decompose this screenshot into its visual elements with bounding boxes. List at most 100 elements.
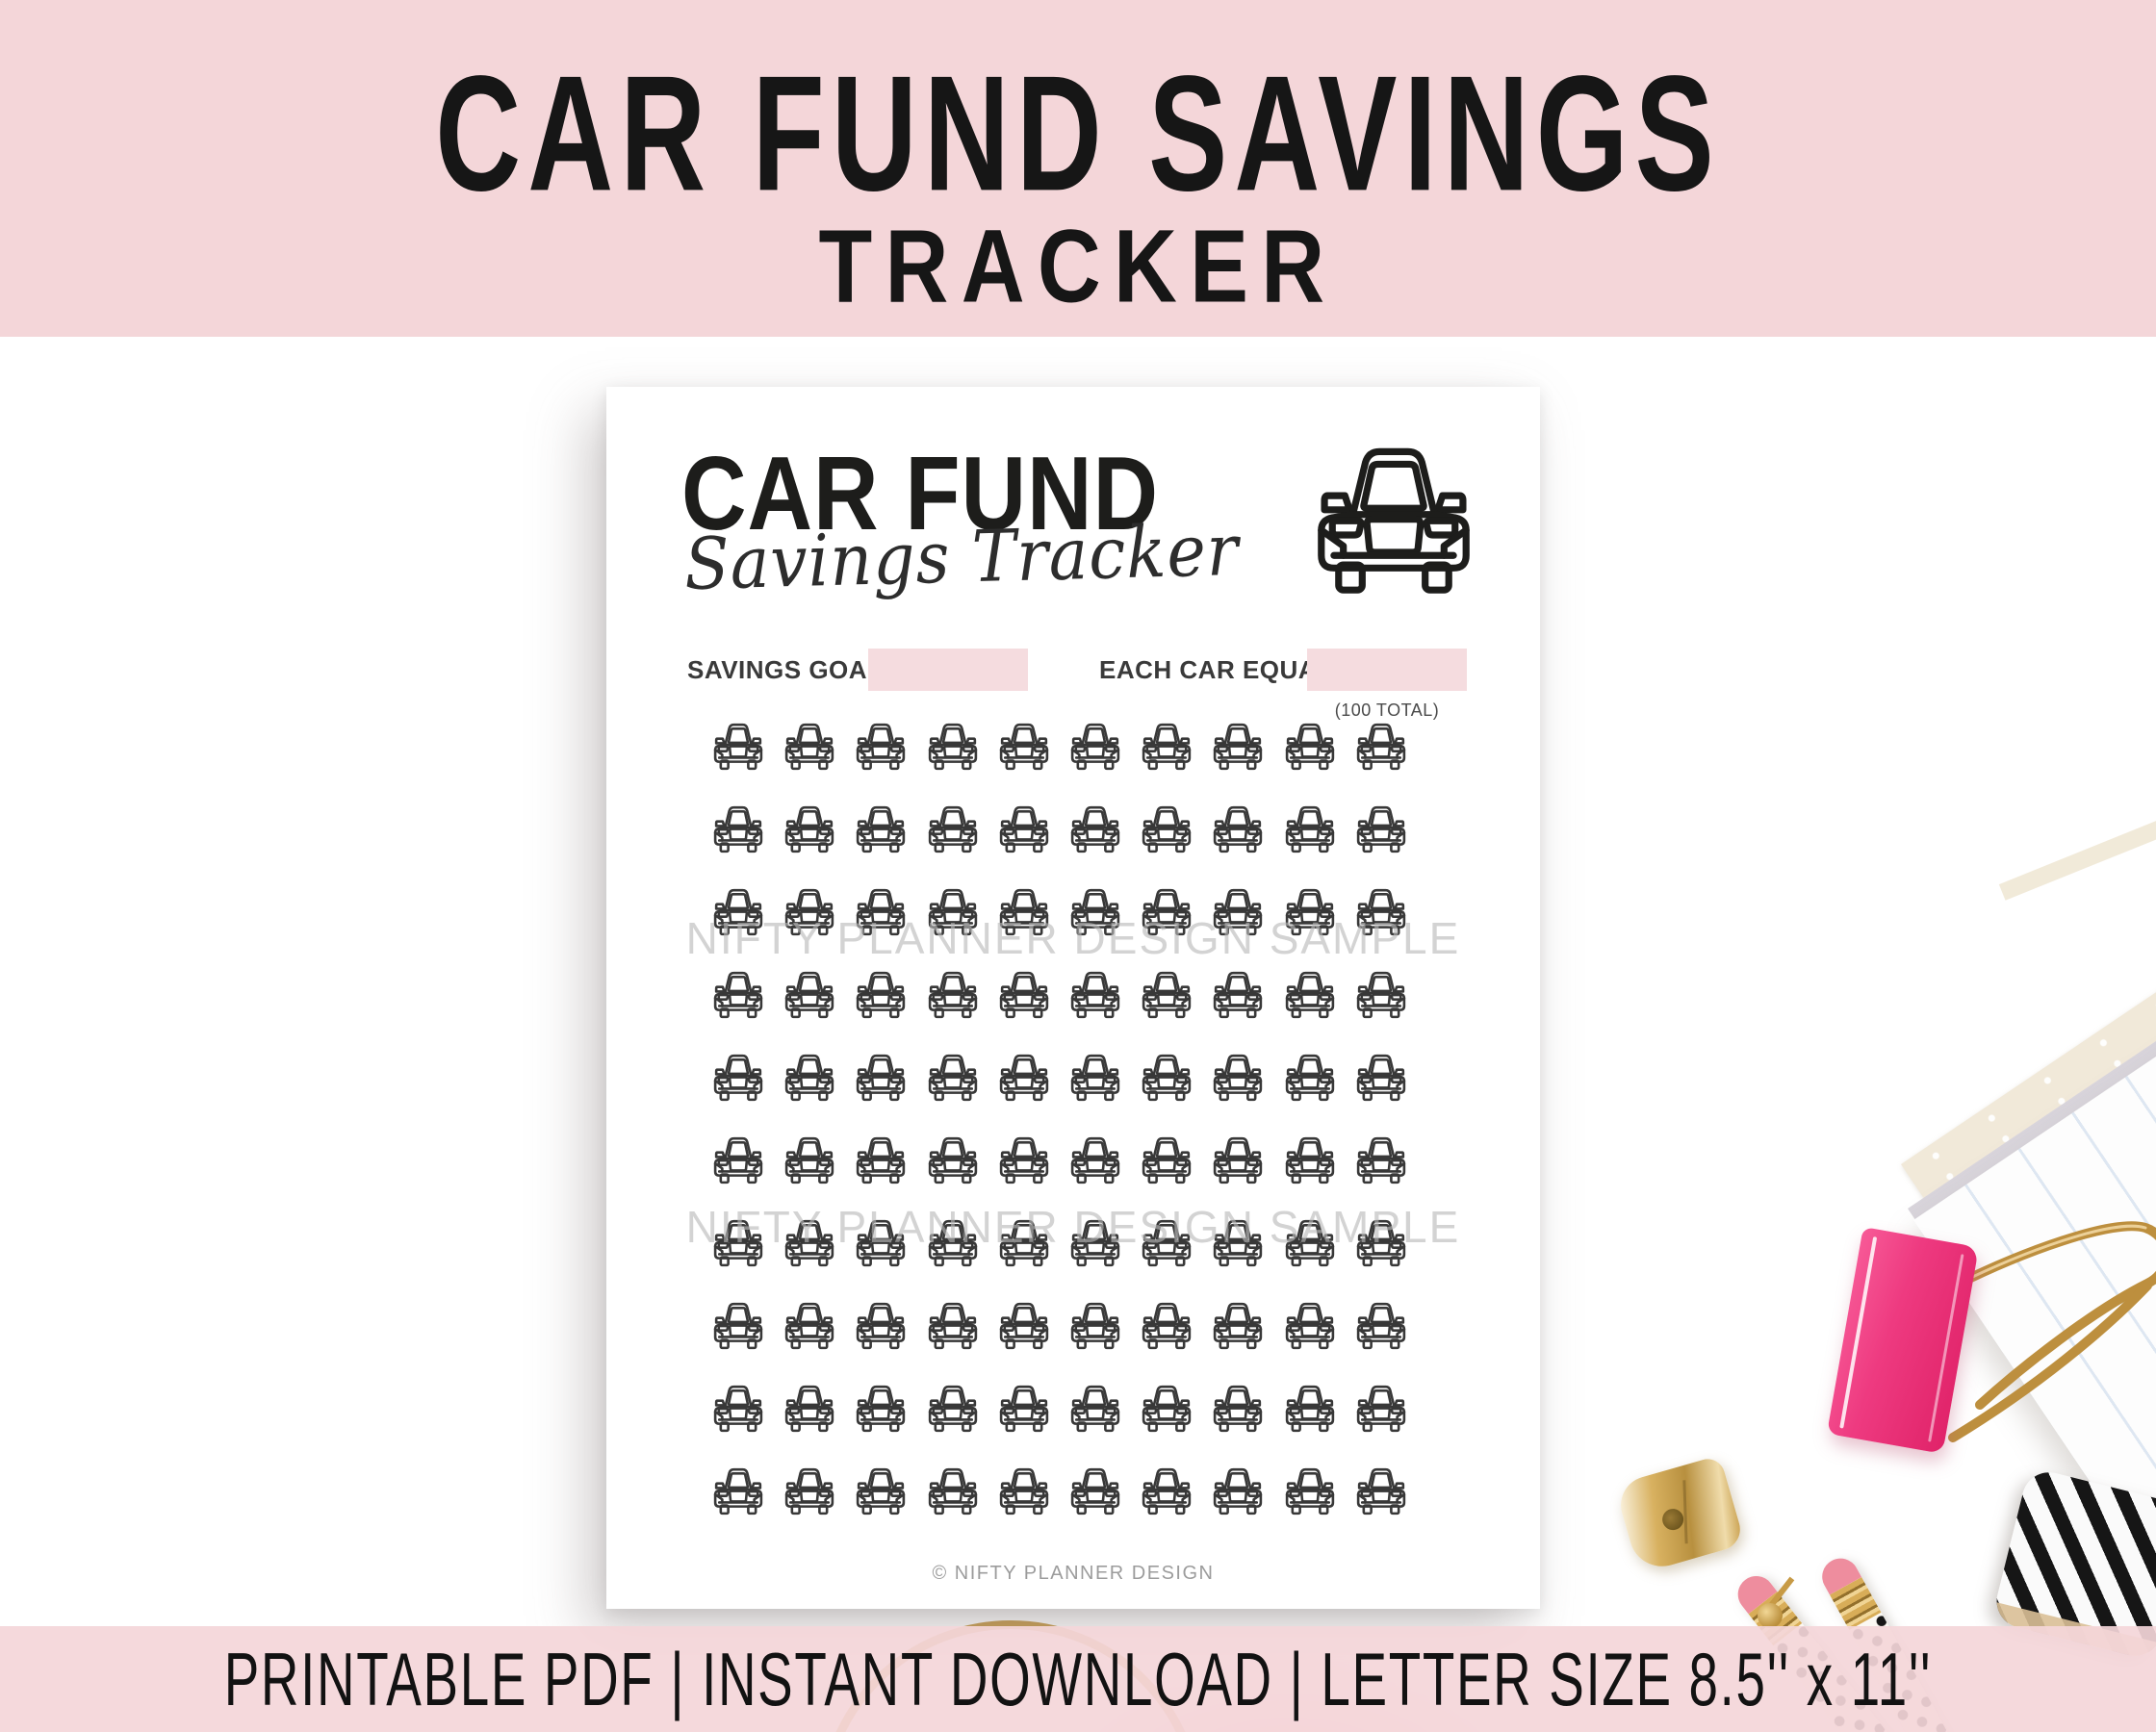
savings-goal-label: SAVINGS GOAL: xyxy=(687,655,892,684)
car-icon xyxy=(712,1134,764,1184)
car-icon xyxy=(1212,1052,1264,1102)
car-icon xyxy=(712,1052,764,1102)
car-icon xyxy=(998,1052,1050,1102)
car-icon xyxy=(855,1383,907,1433)
car-icon xyxy=(1355,1383,1407,1433)
car-icon xyxy=(1212,1217,1264,1267)
car-icon xyxy=(927,1217,979,1267)
car-icon xyxy=(927,969,979,1019)
car-icon xyxy=(927,1134,979,1184)
car-icon xyxy=(998,721,1050,771)
car-icon xyxy=(1069,886,1121,936)
car-icon xyxy=(1141,969,1193,1019)
car-icon xyxy=(1069,1134,1121,1184)
total-note: (100 TOTAL) xyxy=(1334,700,1440,720)
car-icon xyxy=(1141,886,1193,936)
car-icon xyxy=(855,721,907,771)
car-icon xyxy=(855,969,907,1019)
car-icon xyxy=(1212,1300,1264,1350)
car-icon xyxy=(712,1217,764,1267)
car-icon xyxy=(1284,803,1336,853)
car-grid xyxy=(703,704,1417,1532)
car-icon xyxy=(1141,1134,1193,1184)
car-icon xyxy=(783,803,835,853)
top-banner: CAR FUND SAVINGS TRACKER xyxy=(0,0,2156,337)
car-icon xyxy=(1284,1300,1336,1350)
car-icon xyxy=(927,886,979,936)
car-icon xyxy=(1141,1300,1193,1350)
car-icon xyxy=(1355,721,1407,771)
car-icon xyxy=(783,721,835,771)
car-icon xyxy=(855,1134,907,1184)
car-icon xyxy=(712,1465,764,1516)
car-icon xyxy=(927,803,979,853)
car-icon xyxy=(1069,1300,1121,1350)
car-icon xyxy=(927,1383,979,1433)
car-icon xyxy=(712,1300,764,1350)
car-icon xyxy=(712,721,764,771)
car-icon xyxy=(1069,1465,1121,1516)
bottom-banner: PRINTABLE PDF | INSTANT DOWNLOAD | LETTE… xyxy=(0,1626,2156,1732)
car-icon xyxy=(998,886,1050,936)
car-icon xyxy=(1355,1134,1407,1184)
car-icon xyxy=(855,886,907,936)
savings-goal-field[interactable] xyxy=(868,649,1028,691)
copyright-line: © NIFTY PLANNER DESIGN xyxy=(932,1563,1215,1584)
car-icon xyxy=(855,1217,907,1267)
car-icon xyxy=(927,1300,979,1350)
car-icon xyxy=(1355,1465,1407,1516)
car-icon xyxy=(1284,1217,1336,1267)
car-icon xyxy=(1355,1052,1407,1102)
car-icon xyxy=(1212,721,1264,771)
car-icon xyxy=(1212,886,1264,936)
car-icon xyxy=(998,803,1050,853)
car-icon xyxy=(783,1134,835,1184)
car-icon xyxy=(1284,1383,1336,1433)
car-icon xyxy=(1355,969,1407,1019)
car-icon xyxy=(998,1383,1050,1433)
car-icon xyxy=(1355,886,1407,936)
pencil-sharpener xyxy=(1613,1455,1746,1574)
tracker-page: CAR FUND Savings Tracker SAVINGS GOAL: E… xyxy=(606,387,1540,1609)
car-icon xyxy=(712,1383,764,1433)
car-icon xyxy=(1141,1217,1193,1267)
car-icon xyxy=(1069,1217,1121,1267)
car-icon xyxy=(927,1052,979,1102)
car-icon xyxy=(855,803,907,853)
car-icon xyxy=(1284,969,1336,1019)
car-icon xyxy=(855,1465,907,1516)
each-car-equals-field[interactable] xyxy=(1307,649,1467,691)
car-icon xyxy=(1355,803,1407,853)
car-icon xyxy=(998,1217,1050,1267)
car-icon xyxy=(998,1300,1050,1350)
car-icon xyxy=(998,1134,1050,1184)
binder-clip-handles xyxy=(1938,1221,2156,1442)
car-icon xyxy=(1284,1052,1336,1102)
car-icon xyxy=(712,969,764,1019)
car-icon xyxy=(855,1052,907,1102)
car-icon xyxy=(1284,721,1336,771)
car-icon xyxy=(1141,1383,1193,1433)
car-icon xyxy=(783,1300,835,1350)
car-icon xyxy=(1284,1134,1336,1184)
car-icon xyxy=(783,1052,835,1102)
car-icon xyxy=(783,1465,835,1516)
push-pin-head xyxy=(1758,1603,1783,1628)
car-icon xyxy=(1312,439,1476,597)
car-icon xyxy=(927,721,979,771)
car-icon xyxy=(783,1217,835,1267)
car-icon xyxy=(1212,1465,1264,1516)
car-icon xyxy=(1284,1465,1336,1516)
car-icon xyxy=(1141,1052,1193,1102)
car-icon xyxy=(998,1465,1050,1516)
car-icon xyxy=(783,1383,835,1433)
car-icon xyxy=(927,1465,979,1516)
top-banner-subtitle: TRACKER xyxy=(818,209,1338,324)
page-subtitle: Savings Tracker xyxy=(683,508,1241,606)
car-icon xyxy=(1069,969,1121,1019)
car-icon xyxy=(1141,1465,1193,1516)
car-icon xyxy=(1141,803,1193,853)
car-icon xyxy=(1212,1134,1264,1184)
car-icon xyxy=(1355,1217,1407,1267)
